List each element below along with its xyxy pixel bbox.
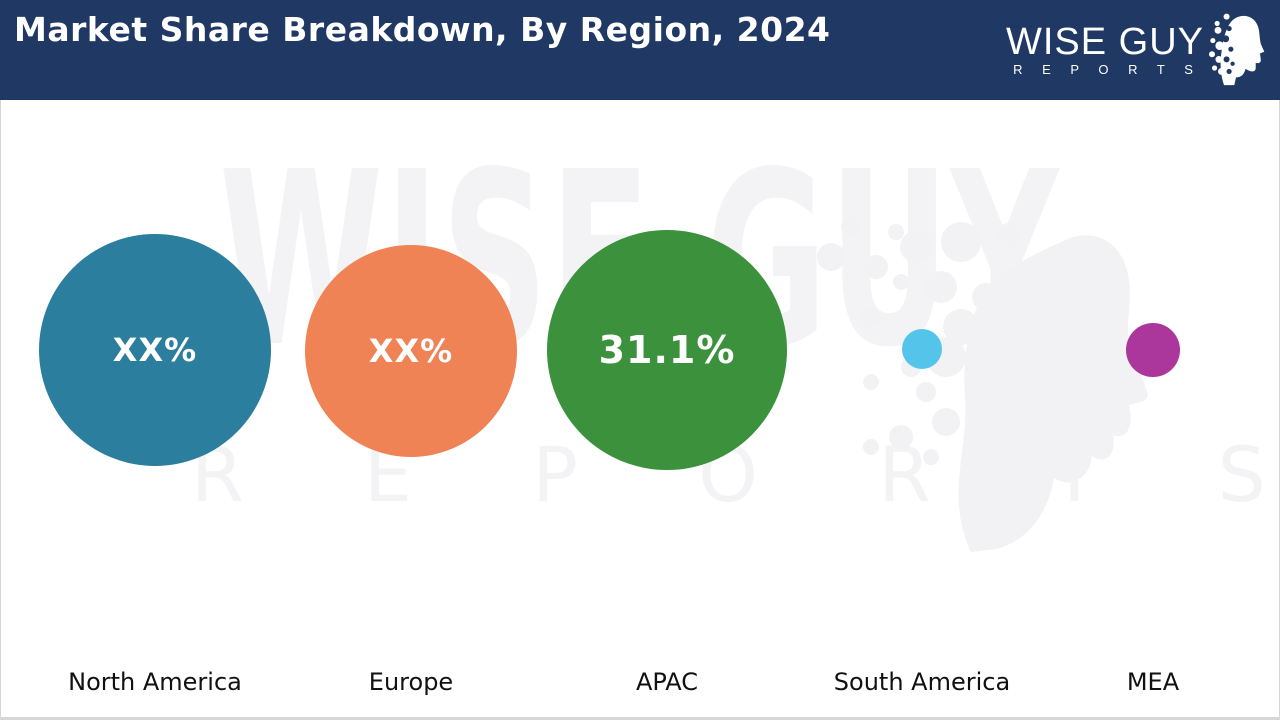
bubble-north-america: XX% — [39, 234, 271, 466]
bubble-value-label: XX% — [112, 331, 198, 369]
logo-wordmark: WISE GUY — [1005, 21, 1204, 63]
header-bar: Market Share Breakdown, By Region, 2024 … — [0, 0, 1280, 100]
logo-text: WISE GUY R E P O R T S — [1006, 22, 1204, 78]
logo-subtext: R E P O R T S — [1013, 62, 1201, 77]
page-title: Market Share Breakdown, By Region, 2024 — [14, 10, 831, 49]
category-label-apac: APAC — [635, 668, 699, 696]
face-profile-icon — [1209, 13, 1265, 86]
bubble-south-america — [902, 329, 942, 369]
wise-guy-reports-logo: WISE GUY R E P O R T S — [1006, 6, 1266, 94]
category-label-europe: Europe — [368, 668, 454, 696]
bubble-europe: XX% — [305, 245, 517, 457]
category-label-north-america: North America — [68, 668, 242, 696]
category-label-mea: MEA — [1126, 668, 1180, 696]
bubble-value-label: XX% — [368, 332, 454, 370]
category-label-south-america: South America — [833, 668, 1011, 696]
bubble-apac: 31.1% — [547, 230, 787, 470]
bubble-value-label: 31.1% — [598, 328, 736, 372]
bubble-mea — [1126, 323, 1180, 377]
watermark-face-profile — [817, 217, 1148, 552]
chart-area: WISE GUY R E P O R T S XX% — [0, 100, 1280, 720]
